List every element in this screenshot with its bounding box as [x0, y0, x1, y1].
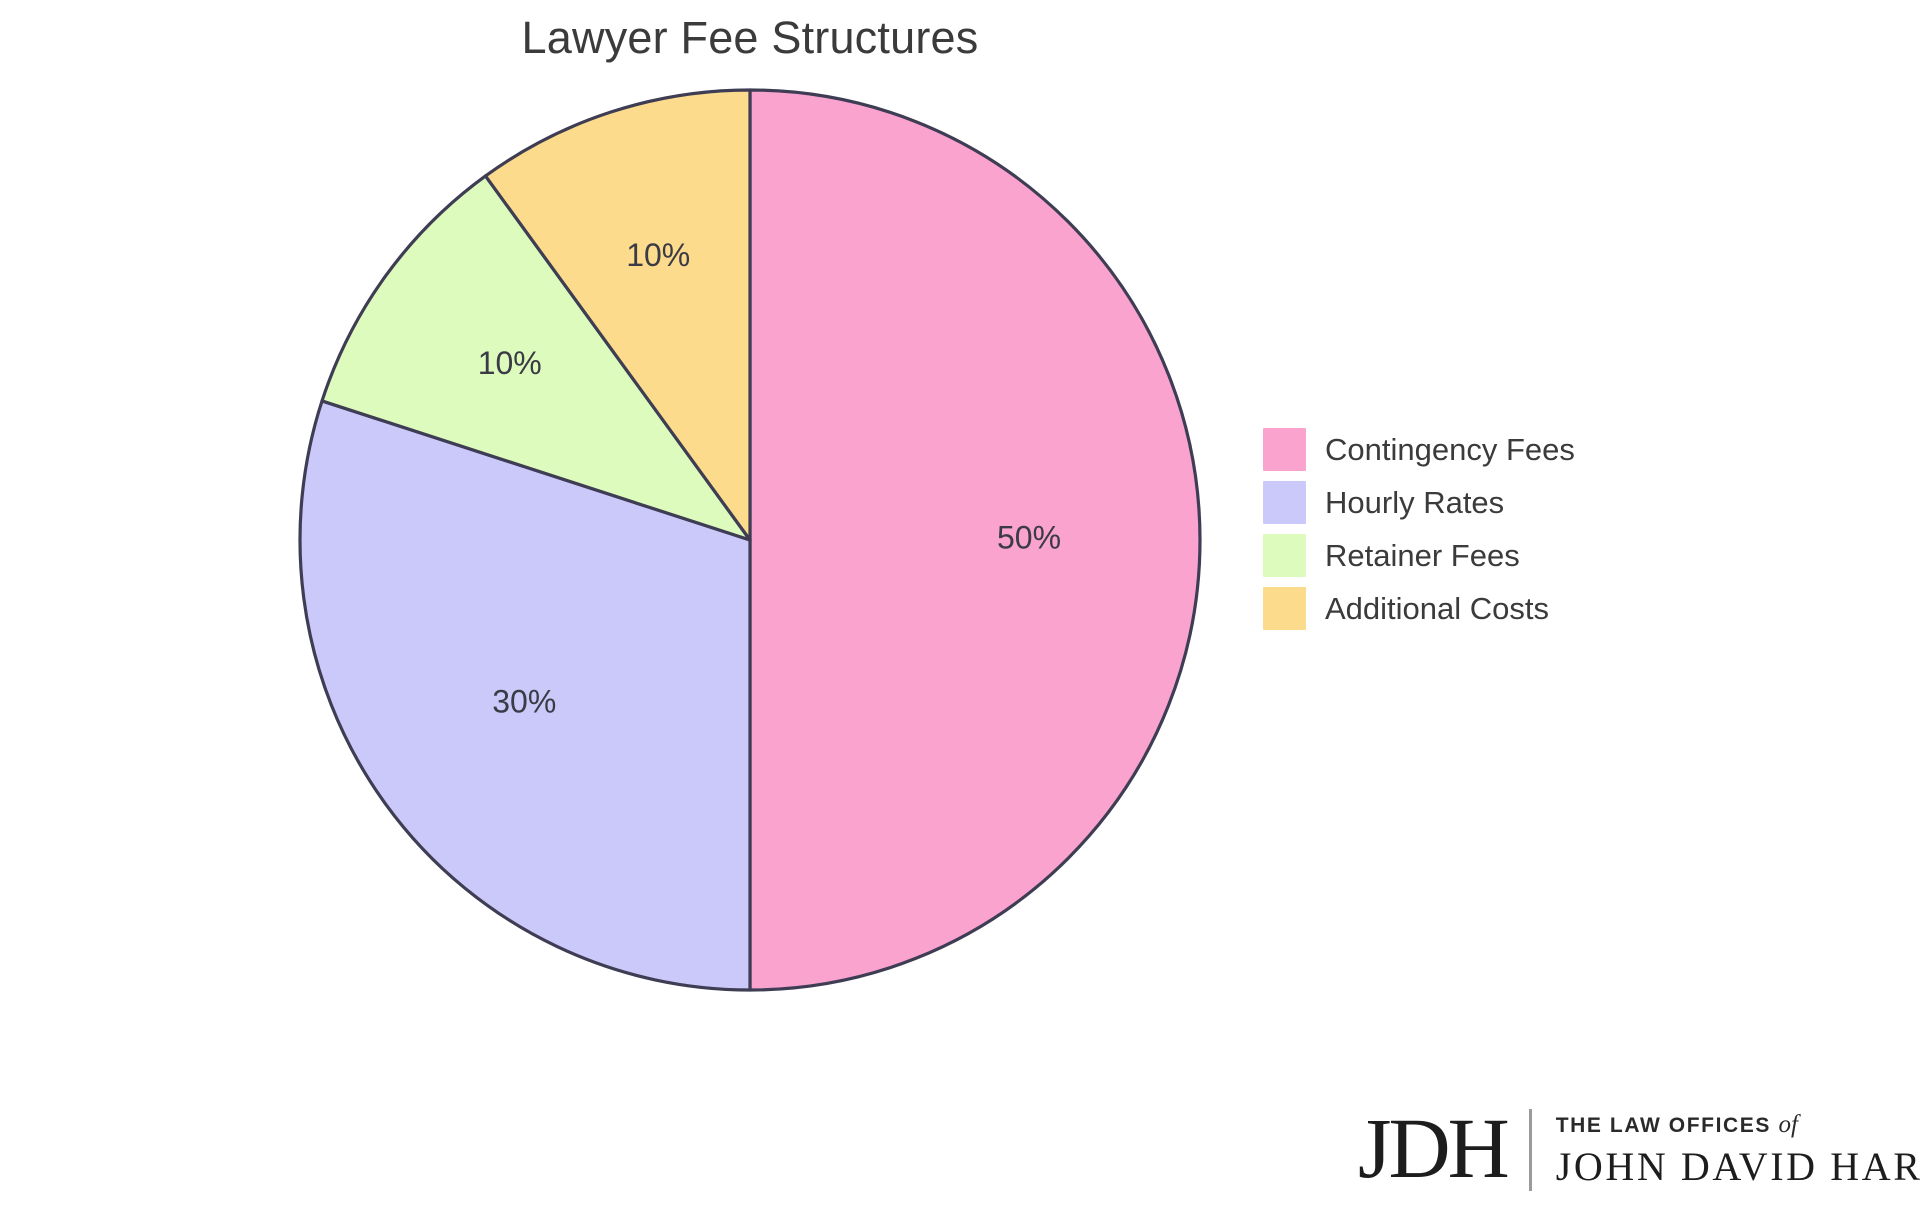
- logo-tagline-of: of: [1778, 1111, 1798, 1139]
- legend-item[interactable]: Hourly Rates: [1263, 481, 1575, 524]
- logo-tagline-prefix: THE LAW OFFICES: [1555, 1114, 1772, 1138]
- brand-logo: JDH THE LAW OFFICES of JOHN DAVID HART: [1358, 1095, 1920, 1205]
- pie-slice-value-label: 10%: [626, 237, 690, 273]
- legend-item[interactable]: Contingency Fees: [1263, 428, 1575, 471]
- logo-firm-name: JOHN DAVID HART: [1555, 1143, 1920, 1189]
- pie-slice[interactable]: [483, 88, 752, 542]
- legend-item[interactable]: Retainer Fees: [1263, 534, 1575, 577]
- legend-swatch-icon: [1263, 534, 1306, 577]
- pie-slice-value-label: 50%: [997, 519, 1061, 555]
- legend-item[interactable]: Additional Costs: [1263, 587, 1575, 630]
- chart-title: Lawyer Fee Structures: [521, 12, 979, 63]
- logo-monogram: JDH: [1358, 1100, 1510, 1196]
- chart-legend: Contingency Fees Hourly Rates Retainer Fee…: [1263, 428, 1575, 630]
- pie-slice[interactable]: [298, 399, 752, 992]
- pie-slice-label-group: 50% 30% 10% 10%: [478, 237, 1061, 719]
- legend-item-label: Retainer Fees: [1325, 538, 1520, 573]
- logo-divider: [1528, 1109, 1532, 1191]
- pie-slice-value-label: 30%: [492, 683, 556, 719]
- logo-tagline: THE LAW OFFICES of: [1556, 1109, 1920, 1140]
- legend-item-label: Hourly Rates: [1325, 485, 1505, 520]
- legend-swatch-icon: [1263, 428, 1306, 471]
- legend-item-label: Additional Costs: [1325, 591, 1550, 626]
- pie-slice-group: [298, 88, 1202, 992]
- pie-slice-value-label: 10%: [478, 345, 542, 381]
- pie-chart-graphic: 50% 30% 10% 10%: [298, 88, 1202, 992]
- pie-slice[interactable]: [748, 88, 1202, 992]
- legend-item-label: Contingency Fees: [1325, 432, 1575, 467]
- logo-wordmark: THE LAW OFFICES of JOHN DAVID HART: [1556, 1109, 1920, 1190]
- pie-slice[interactable]: [320, 174, 752, 542]
- legend-swatch-icon: [1263, 481, 1306, 524]
- legend-swatch-icon: [1263, 587, 1306, 630]
